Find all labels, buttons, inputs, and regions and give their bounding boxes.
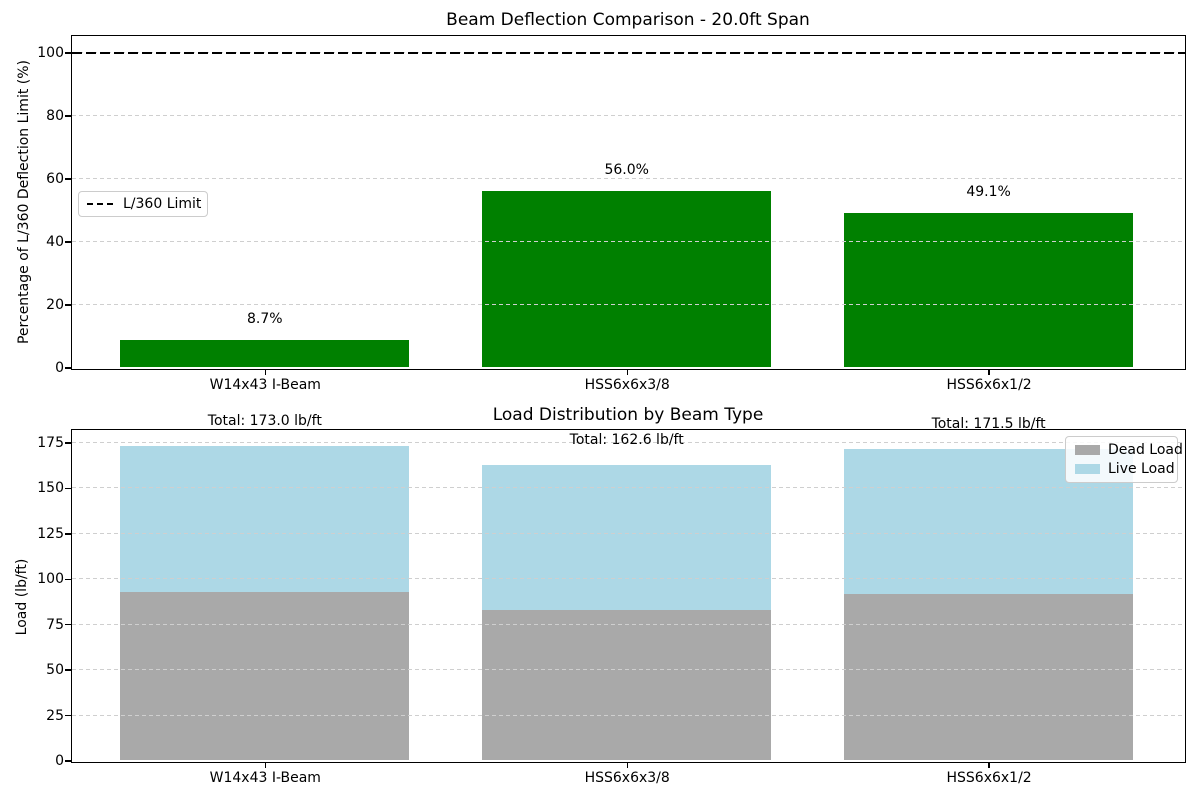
bar-HSS6x6x3/8 <box>482 191 772 368</box>
dead-load-bar-HSS6x6x1/2 <box>844 594 1134 761</box>
y-tick-label: 125 <box>37 525 64 542</box>
x-tick-label-1: W14x43 I-Beam <box>209 770 321 786</box>
gridline-y20 <box>71 304 1185 305</box>
x-tick-mark <box>264 762 266 768</box>
bar-value-label: 8.7% <box>247 311 283 328</box>
x-tick-label-1: W14x43 I-Beam <box>209 377 321 393</box>
gridline-y175 <box>71 442 1185 444</box>
y-tick-label: 150 <box>37 480 64 497</box>
legend-label: L/360 Limit <box>123 196 202 212</box>
y-tick-mark <box>65 624 71 626</box>
x-tick-mark <box>626 762 628 768</box>
x-tick-mark <box>988 369 990 375</box>
y-tick-label: 80 <box>46 108 64 124</box>
dashed-line-sample <box>87 203 114 205</box>
gridline-y40 <box>71 241 1185 242</box>
y-tick-mark <box>65 760 71 762</box>
y-tick-mark <box>65 115 71 117</box>
y-tick-label: 175 <box>37 435 64 452</box>
gridline-y100 <box>71 52 1185 53</box>
y-tick-mark <box>65 533 71 535</box>
y-tick-label: 50 <box>46 662 64 679</box>
total-label: Total: 162.6 lb/ft <box>569 432 684 449</box>
x-tick-mark <box>626 369 628 375</box>
legend-label: Live Load <box>1108 461 1175 477</box>
legend: Dead Load Live Load <box>1065 436 1183 483</box>
legend-item-dead-load: Dead Load <box>1075 443 1183 457</box>
gridline-y150 <box>71 487 1185 489</box>
bar-HSS6x6x1/2 <box>844 212 1134 368</box>
bar-value-label: 56.0% <box>604 162 649 179</box>
plot-area: 8.7% 56.0% 49.1% <box>70 34 1186 370</box>
x-tick-mark <box>988 762 990 768</box>
gridline-y100 <box>71 578 1185 580</box>
y-axis-label: Percentage of L/360 Deflection Limit (%) <box>16 59 32 345</box>
bar-value-label: 49.1% <box>966 183 1011 200</box>
live-load-bar-HSS6x6x3/8 <box>482 465 772 611</box>
x-tick-label-3: HSS6x6x1/2 <box>946 377 1032 393</box>
gridline-y25 <box>71 714 1185 716</box>
gridline-y50 <box>71 669 1185 671</box>
limit-reference-line <box>71 51 1185 54</box>
y-tick-mark <box>65 304 71 306</box>
y-axis-label: Load (lb/ft) <box>14 558 30 636</box>
live-load-swatch <box>1075 464 1100 474</box>
y-tick-label: 60 <box>46 171 64 187</box>
live-load-bar-W14x43 I-Beam <box>120 446 410 592</box>
y-tick-mark <box>65 442 71 444</box>
x-tick-label-3: HSS6x6x1/2 <box>946 770 1032 786</box>
y-tick-mark <box>65 52 71 54</box>
gridline-y75 <box>71 623 1185 625</box>
y-tick-label: 0 <box>55 360 64 376</box>
y-tick-label: 0 <box>55 753 64 769</box>
legend-label: Dead Load <box>1108 442 1183 458</box>
live-load-bar-HSS6x6x1/2 <box>844 448 1134 595</box>
y-tick-mark <box>65 367 71 369</box>
chart-title: Beam Deflection Comparison - 20.0ft Span <box>446 10 810 30</box>
y-tick-mark <box>65 669 71 671</box>
y-tick-label: 20 <box>46 297 64 313</box>
x-tick-label-2: HSS6x6x3/8 <box>584 377 670 393</box>
y-tick-label: 40 <box>46 234 64 250</box>
legend-item-live-load: Live Load <box>1075 462 1175 476</box>
dead-load-bar-HSS6x6x3/8 <box>482 610 772 761</box>
y-tick-mark <box>65 178 71 180</box>
dead-load-swatch <box>1075 445 1100 455</box>
bar-W14x43 I-Beam <box>120 340 410 368</box>
y-tick-label: 25 <box>46 707 64 724</box>
gridline-y60 <box>71 178 1185 179</box>
y-tick-label: 100 <box>37 571 64 588</box>
y-tick-mark <box>65 487 71 490</box>
x-tick-label-2: HSS6x6x3/8 <box>584 770 670 786</box>
y-tick-mark <box>65 578 71 581</box>
y-tick-mark <box>65 714 71 717</box>
y-tick-label: 100 <box>37 45 64 61</box>
dead-load-bar-W14x43 I-Beam <box>120 591 410 761</box>
y-tick-mark <box>65 241 71 243</box>
legend: L/360 Limit <box>78 191 208 217</box>
total-label: Total: 173.0 lb/ft <box>207 413 322 430</box>
gridline-y125 <box>71 532 1185 534</box>
y-tick-label: 75 <box>46 616 64 633</box>
x-tick-mark <box>264 369 266 375</box>
total-label: Total: 171.5 lb/ft <box>931 415 1046 432</box>
plot-area: Total: 173.0 lb/ft Total: 162.6 lb/ft Tota… <box>70 414 1186 763</box>
chart-title: Load Distribution by Beam Type <box>492 405 764 425</box>
gridline-y80 <box>71 115 1185 116</box>
